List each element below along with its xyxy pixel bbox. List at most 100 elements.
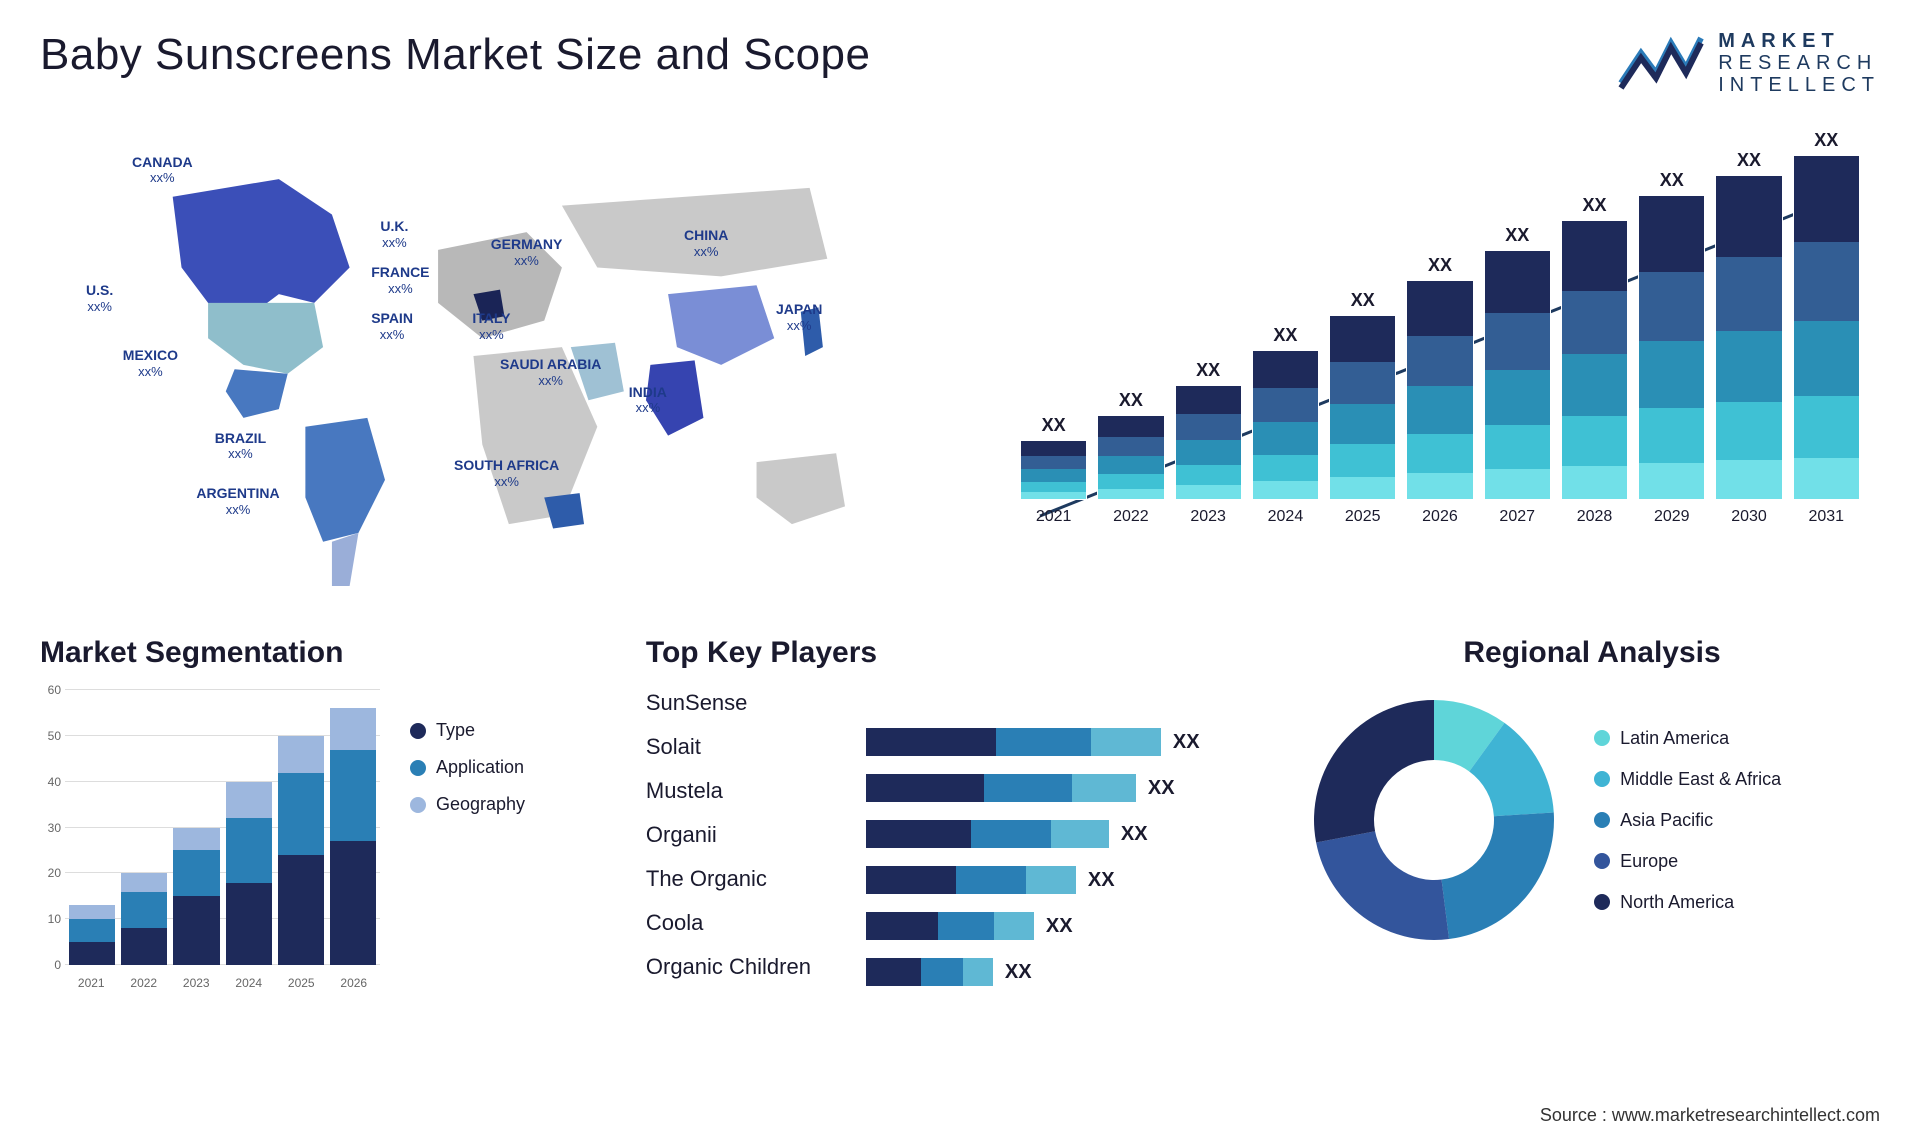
key-players-panel: Top Key Players SunSenseSolaitMustelaOrg… <box>646 636 1274 990</box>
growth-segment <box>1021 456 1086 469</box>
seg-segment <box>173 828 219 851</box>
growth-segment <box>1253 351 1318 388</box>
seg-segment <box>173 896 219 965</box>
growth-segment <box>1021 482 1086 492</box>
top-row: CANADAxx%U.S.xx%MEXICOxx%BRAZILxx%ARGENT… <box>40 126 1880 586</box>
map-region-sa2 <box>332 533 359 586</box>
growth-value-label: XX <box>1042 415 1066 436</box>
growth-segment <box>1407 434 1472 473</box>
seg-ytick: 40 <box>48 775 61 789</box>
map-label-italy: ITALYxx% <box>472 310 510 342</box>
growth-segment <box>1253 455 1318 482</box>
growth-value-label: XX <box>1814 130 1838 151</box>
seg-segment <box>226 782 272 819</box>
growth-segment <box>1407 386 1472 434</box>
map-label-uk: U.K.xx% <box>380 218 408 250</box>
kp-value-label: XX <box>1088 869 1115 892</box>
seg-segment <box>278 855 324 965</box>
growth-segment <box>1098 489 1163 499</box>
growth-value-label: XX <box>1660 170 1684 191</box>
kp-bar-row: XX <box>866 820 1274 848</box>
donut-slice <box>1316 831 1449 940</box>
kp-segment <box>1091 728 1161 756</box>
growth-segment <box>1098 456 1163 474</box>
regional-legend-item: Asia Pacific <box>1594 810 1781 831</box>
legend-swatch-icon <box>1594 771 1610 787</box>
growth-value-label: XX <box>1196 360 1220 381</box>
map-region-na <box>173 179 350 321</box>
kp-segment <box>866 774 984 802</box>
legend-swatch-icon <box>1594 894 1610 910</box>
seg-xlabel: 2026 <box>328 976 381 990</box>
growth-segment <box>1485 370 1550 425</box>
growth-bar-2028: XX2028 <box>1561 195 1628 526</box>
growth-bar-2031: XX2031 <box>1793 130 1860 526</box>
kp-segment <box>921 958 963 986</box>
growth-chart: XX2021XX2022XX2023XX2024XX2025XX2026XX20… <box>1000 126 1880 586</box>
legend-swatch-icon <box>1594 853 1610 869</box>
growth-segment <box>1021 492 1086 499</box>
growth-segment <box>1330 362 1395 404</box>
seg-segment <box>69 905 115 919</box>
kp-segment <box>1051 820 1109 848</box>
seg-bar-2026 <box>330 708 376 965</box>
growth-bar-2026: XX2026 <box>1406 255 1473 526</box>
legend-swatch-icon <box>1594 812 1610 828</box>
seg-ytick: 10 <box>48 912 61 926</box>
growth-segment <box>1639 272 1704 342</box>
kp-value-label: XX <box>1148 777 1175 800</box>
seg-xlabel: 2023 <box>170 976 223 990</box>
seg-segment <box>121 928 167 965</box>
growth-segment <box>1562 291 1627 355</box>
kp-segment <box>956 866 1026 894</box>
legend-swatch-icon <box>1594 730 1610 746</box>
growth-year-label: 2023 <box>1190 508 1226 526</box>
seg-segment <box>278 736 324 773</box>
growth-bar-2030: XX2030 <box>1715 150 1782 526</box>
seg-bar-2021 <box>69 905 115 965</box>
kp-name: Organic Children <box>646 954 846 980</box>
seg-segment <box>226 818 272 882</box>
seg-bar-2024 <box>226 782 272 965</box>
kp-segment <box>994 912 1034 940</box>
kp-segment <box>1026 866 1076 894</box>
seg-segment <box>121 873 167 891</box>
kp-segment <box>866 958 921 986</box>
kp-segment <box>984 774 1072 802</box>
seg-xlabel: 2021 <box>65 976 118 990</box>
growth-year-label: 2024 <box>1268 508 1304 526</box>
growth-year-label: 2028 <box>1577 508 1613 526</box>
growth-segment <box>1098 474 1163 489</box>
growth-segment <box>1253 422 1318 455</box>
kp-name: Solait <box>646 734 846 760</box>
growth-segment <box>1485 251 1550 313</box>
growth-segment <box>1098 437 1163 456</box>
growth-value-label: XX <box>1351 290 1375 311</box>
segmentation-panel: Market Segmentation 0102030405060 202120… <box>40 636 616 990</box>
growth-segment <box>1794 458 1859 499</box>
growth-bar-2021: XX2021 <box>1020 415 1087 526</box>
seg-ytick: 50 <box>48 729 61 743</box>
growth-value-label: XX <box>1737 150 1761 171</box>
growth-segment <box>1176 440 1241 465</box>
kp-segment <box>866 820 971 848</box>
growth-segment <box>1253 481 1318 499</box>
growth-segment <box>1562 466 1627 499</box>
map-label-spain: SPAINxx% <box>371 310 413 342</box>
seg-segment <box>121 892 167 929</box>
growth-segment <box>1330 404 1395 444</box>
growth-segment <box>1330 316 1395 362</box>
seg-segment <box>173 850 219 896</box>
seg-segment <box>226 883 272 966</box>
seg-xlabel: 2024 <box>223 976 276 990</box>
kp-segment <box>996 728 1091 756</box>
growth-segment <box>1562 416 1627 466</box>
growth-year-label: 2026 <box>1422 508 1458 526</box>
map-label-southafrica: SOUTH AFRICAxx% <box>454 457 559 489</box>
growth-segment <box>1794 321 1859 396</box>
legend-swatch-icon <box>410 760 426 776</box>
legend-swatch-icon <box>410 723 426 739</box>
growth-segment <box>1176 386 1241 414</box>
map-label-brazil: BRAZILxx% <box>215 430 266 462</box>
growth-segment <box>1794 156 1859 242</box>
